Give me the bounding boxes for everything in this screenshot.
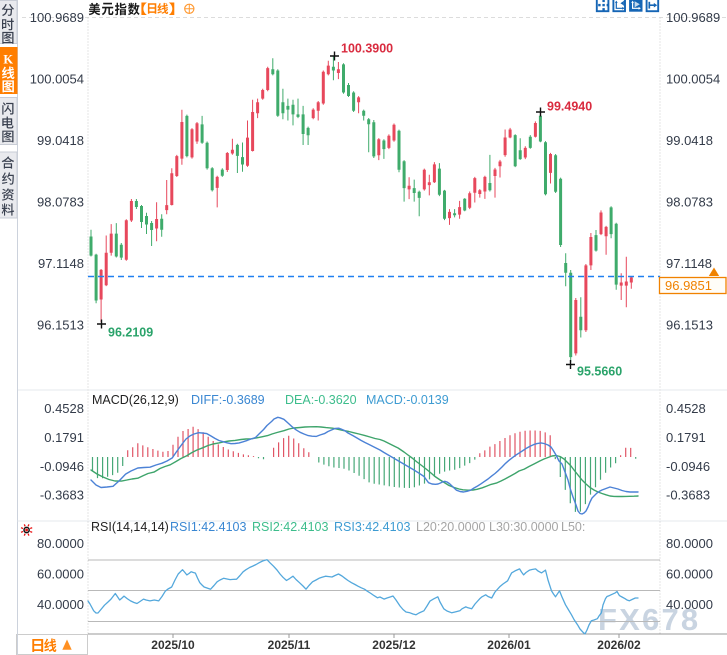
svg-text:DIFF:-0.3689: DIFF:-0.3689: [191, 393, 265, 407]
svg-text:96.9851: 96.9851: [665, 278, 712, 293]
svg-text:RSI(14,14,14): RSI(14,14,14): [91, 520, 169, 534]
svg-text:99.4940: 99.4940: [547, 100, 592, 114]
svg-text:80.0000: 80.0000: [37, 536, 84, 551]
svg-text:40.0000: 40.0000: [666, 597, 713, 612]
svg-text:RSI2:42.4103: RSI2:42.4103: [252, 520, 328, 534]
svg-text:40.0000: 40.0000: [37, 597, 84, 612]
svg-text:FX678: FX678: [598, 602, 700, 637]
svg-text:0.1791: 0.1791: [44, 430, 84, 445]
svg-text:96.1513: 96.1513: [666, 318, 713, 333]
svg-text:100.0054: 100.0054: [666, 72, 720, 87]
svg-text:-0.0946: -0.0946: [666, 459, 710, 474]
svg-text:2026/01: 2026/01: [487, 638, 531, 652]
svg-text:99.0418: 99.0418: [37, 133, 84, 148]
svg-text:2026/02: 2026/02: [597, 638, 641, 652]
svg-text:100.3900: 100.3900: [341, 42, 393, 56]
svg-text:98.0783: 98.0783: [37, 195, 84, 210]
svg-text:100.0054: 100.0054: [30, 72, 84, 87]
svg-text:L20:20.0000: L20:20.0000: [416, 520, 486, 534]
svg-text:60.0000: 60.0000: [37, 567, 84, 582]
svg-text:98.0783: 98.0783: [666, 195, 713, 210]
svg-text:100.9689: 100.9689: [30, 10, 84, 25]
svg-text:RSI1:42.4103: RSI1:42.4103: [170, 520, 246, 534]
svg-text:80.0000: 80.0000: [666, 536, 713, 551]
svg-text:K: K: [3, 52, 13, 66]
svg-text:-0.3683: -0.3683: [40, 488, 84, 503]
svg-text:RSI3:42.4103: RSI3:42.4103: [334, 520, 410, 534]
svg-text:0.1791: 0.1791: [666, 430, 706, 445]
svg-text:95.5660: 95.5660: [577, 365, 622, 379]
svg-text:-0.3683: -0.3683: [666, 488, 710, 503]
svg-text:L30:30.0000: L30:30.0000: [489, 520, 559, 534]
svg-text:100.9689: 100.9689: [666, 10, 720, 25]
svg-text:97.1148: 97.1148: [666, 256, 712, 271]
svg-text:-0.0946: -0.0946: [40, 459, 84, 474]
svg-text:60.0000: 60.0000: [666, 567, 713, 582]
svg-text:0.4528: 0.4528: [666, 401, 706, 416]
svg-text:MACD(26,12,9): MACD(26,12,9): [92, 393, 179, 407]
svg-text:96.1513: 96.1513: [37, 318, 84, 333]
svg-text:96.2109: 96.2109: [108, 326, 153, 340]
svg-text:2025/11: 2025/11: [268, 638, 311, 652]
svg-text:97.1148: 97.1148: [38, 256, 84, 271]
svg-text:99.0418: 99.0418: [666, 133, 713, 148]
svg-text:MACD:-0.0139: MACD:-0.0139: [366, 393, 449, 407]
svg-text:2025/12: 2025/12: [372, 638, 416, 652]
svg-text:2025/10: 2025/10: [151, 638, 195, 652]
svg-text:DEA:-0.3620: DEA:-0.3620: [285, 393, 357, 407]
svg-text:L50:: L50:: [561, 520, 585, 534]
svg-text:0.4528: 0.4528: [44, 401, 84, 416]
